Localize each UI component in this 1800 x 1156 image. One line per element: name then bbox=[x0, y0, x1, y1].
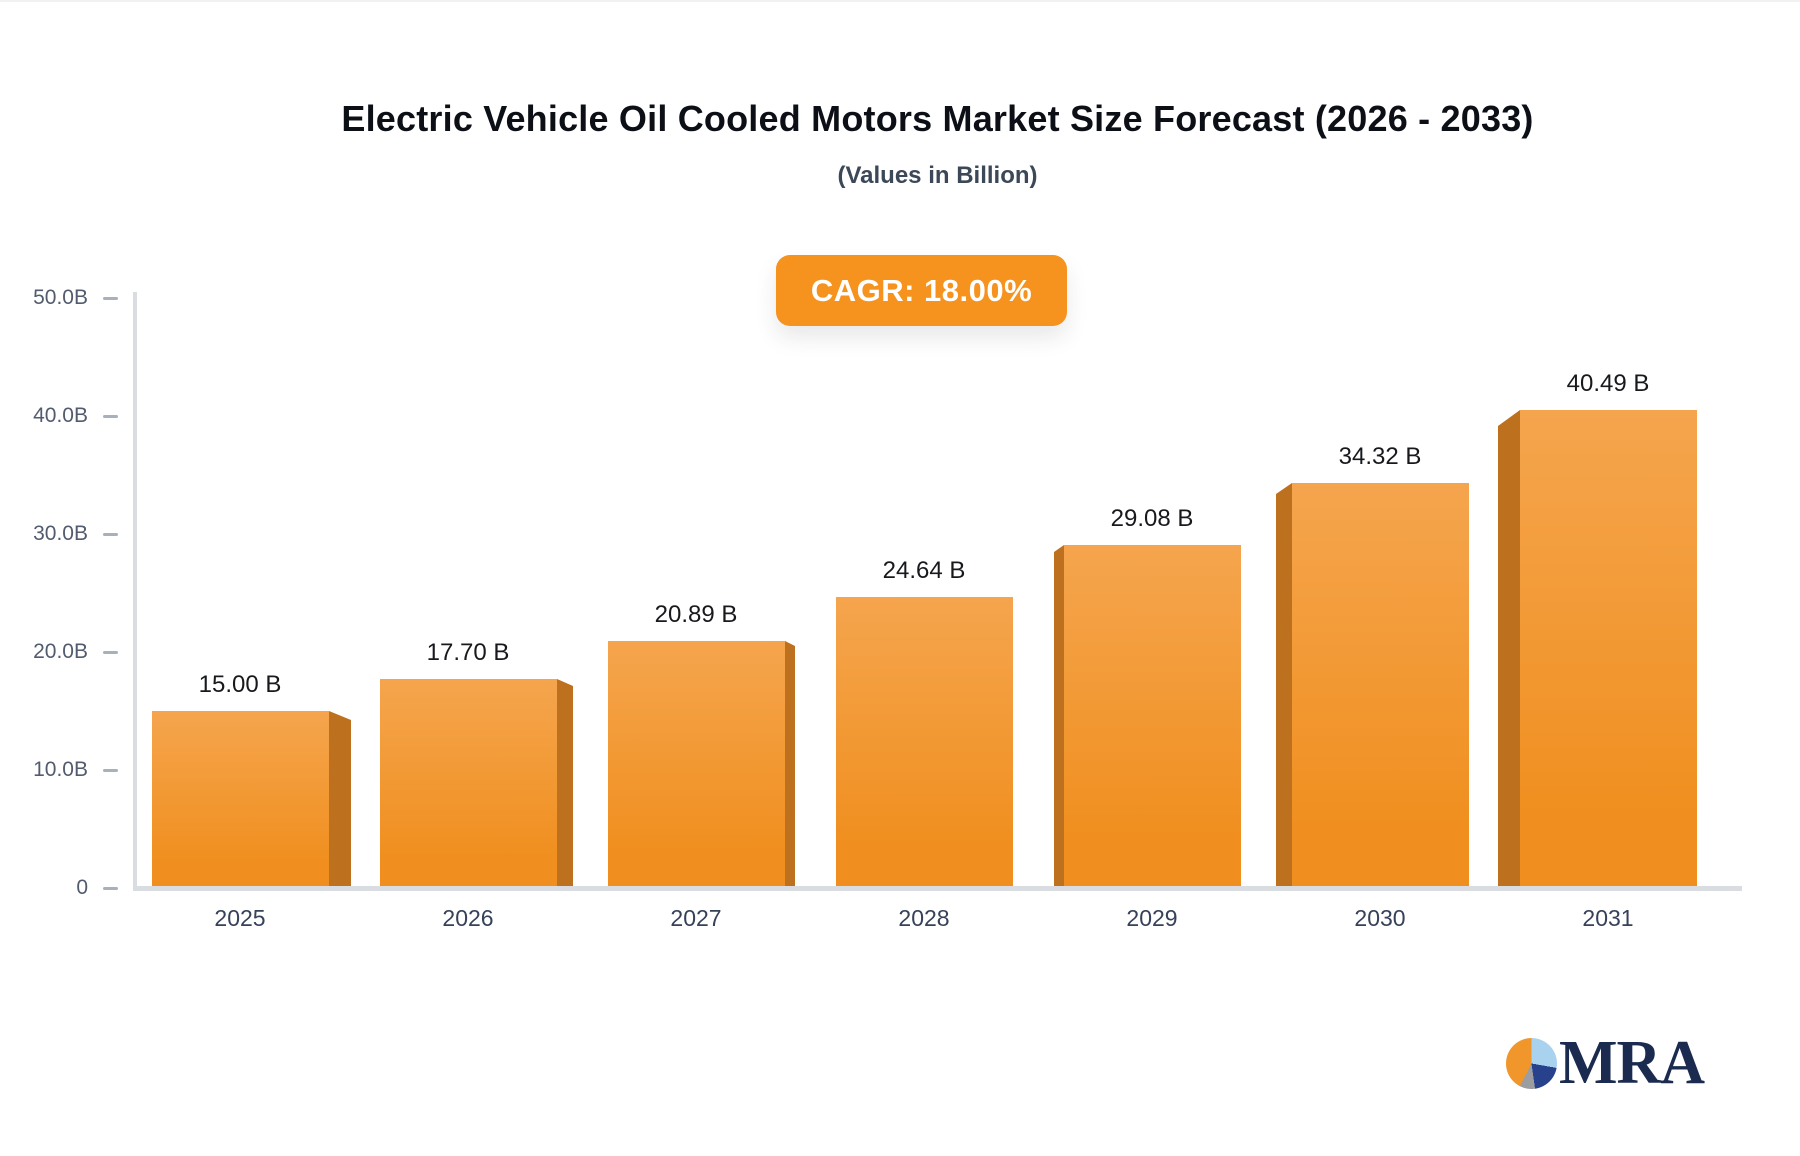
bar-3d-side bbox=[785, 641, 795, 888]
brand-logo: MRA bbox=[1506, 1029, 1705, 1097]
bar-value-label: 15.00 B bbox=[198, 671, 282, 698]
pie-chart-logo-icon bbox=[1506, 1038, 1557, 1089]
bar-3d-side bbox=[1276, 483, 1292, 888]
brand-logo-text: MRA bbox=[1559, 1029, 1705, 1097]
y-axis-tick bbox=[103, 533, 118, 536]
y-axis-tick-label: 50.0B bbox=[33, 286, 88, 309]
bar-value-label: 20.89 B bbox=[654, 601, 738, 628]
bar-2025 bbox=[152, 711, 329, 888]
bar-2027 bbox=[608, 641, 785, 888]
y-axis-tick bbox=[103, 887, 118, 890]
bar-value-label: 40.49 B bbox=[1566, 370, 1650, 397]
y-axis-tick bbox=[103, 651, 118, 654]
x-axis-category-label: 2029 bbox=[1126, 905, 1178, 931]
y-axis-tick bbox=[103, 415, 118, 418]
bar-2029 bbox=[1064, 545, 1241, 888]
y-axis-tick-label: 40.0B bbox=[33, 404, 88, 427]
y-axis-tick-label: 0 bbox=[76, 876, 88, 899]
bar-value-label: 17.70 B bbox=[426, 639, 510, 666]
bar-value-label: 34.32 B bbox=[1338, 443, 1422, 470]
y-axis-tick-label: 30.0B bbox=[33, 522, 88, 545]
bar-3d-side bbox=[1054, 545, 1064, 888]
bar-2026 bbox=[380, 679, 557, 888]
bar-3d-side bbox=[1498, 410, 1520, 888]
x-axis-line bbox=[133, 886, 1742, 891]
x-axis-category-label: 2028 bbox=[898, 905, 950, 931]
bar-3d-side bbox=[329, 711, 351, 888]
chart-title: Electric Vehicle Oil Cooled Motors Marke… bbox=[341, 98, 1534, 139]
y-axis-tick-label: 10.0B bbox=[33, 758, 88, 781]
x-axis-category-label: 2026 bbox=[442, 905, 494, 931]
bar-3d-side bbox=[557, 679, 573, 888]
bar-value-label: 24.64 B bbox=[882, 557, 966, 584]
x-axis-category-label: 2025 bbox=[214, 905, 266, 931]
y-axis-line bbox=[133, 292, 137, 891]
y-axis-tick bbox=[103, 769, 118, 772]
x-axis-category-label: 2031 bbox=[1582, 905, 1634, 931]
x-axis-category-label: 2030 bbox=[1354, 905, 1406, 931]
y-axis-tick bbox=[103, 297, 118, 300]
bar-2030 bbox=[1292, 483, 1469, 888]
x-axis-category-label: 2027 bbox=[670, 905, 722, 931]
bar-2031 bbox=[1520, 410, 1697, 888]
y-axis-tick-label: 20.0B bbox=[33, 640, 88, 663]
bar-value-label: 29.08 B bbox=[1110, 505, 1194, 532]
cagr-badge: CAGR: 18.00% bbox=[776, 255, 1067, 326]
bar-2028 bbox=[836, 597, 1013, 888]
chart-subtitle: (Values in Billion) bbox=[837, 162, 1038, 189]
